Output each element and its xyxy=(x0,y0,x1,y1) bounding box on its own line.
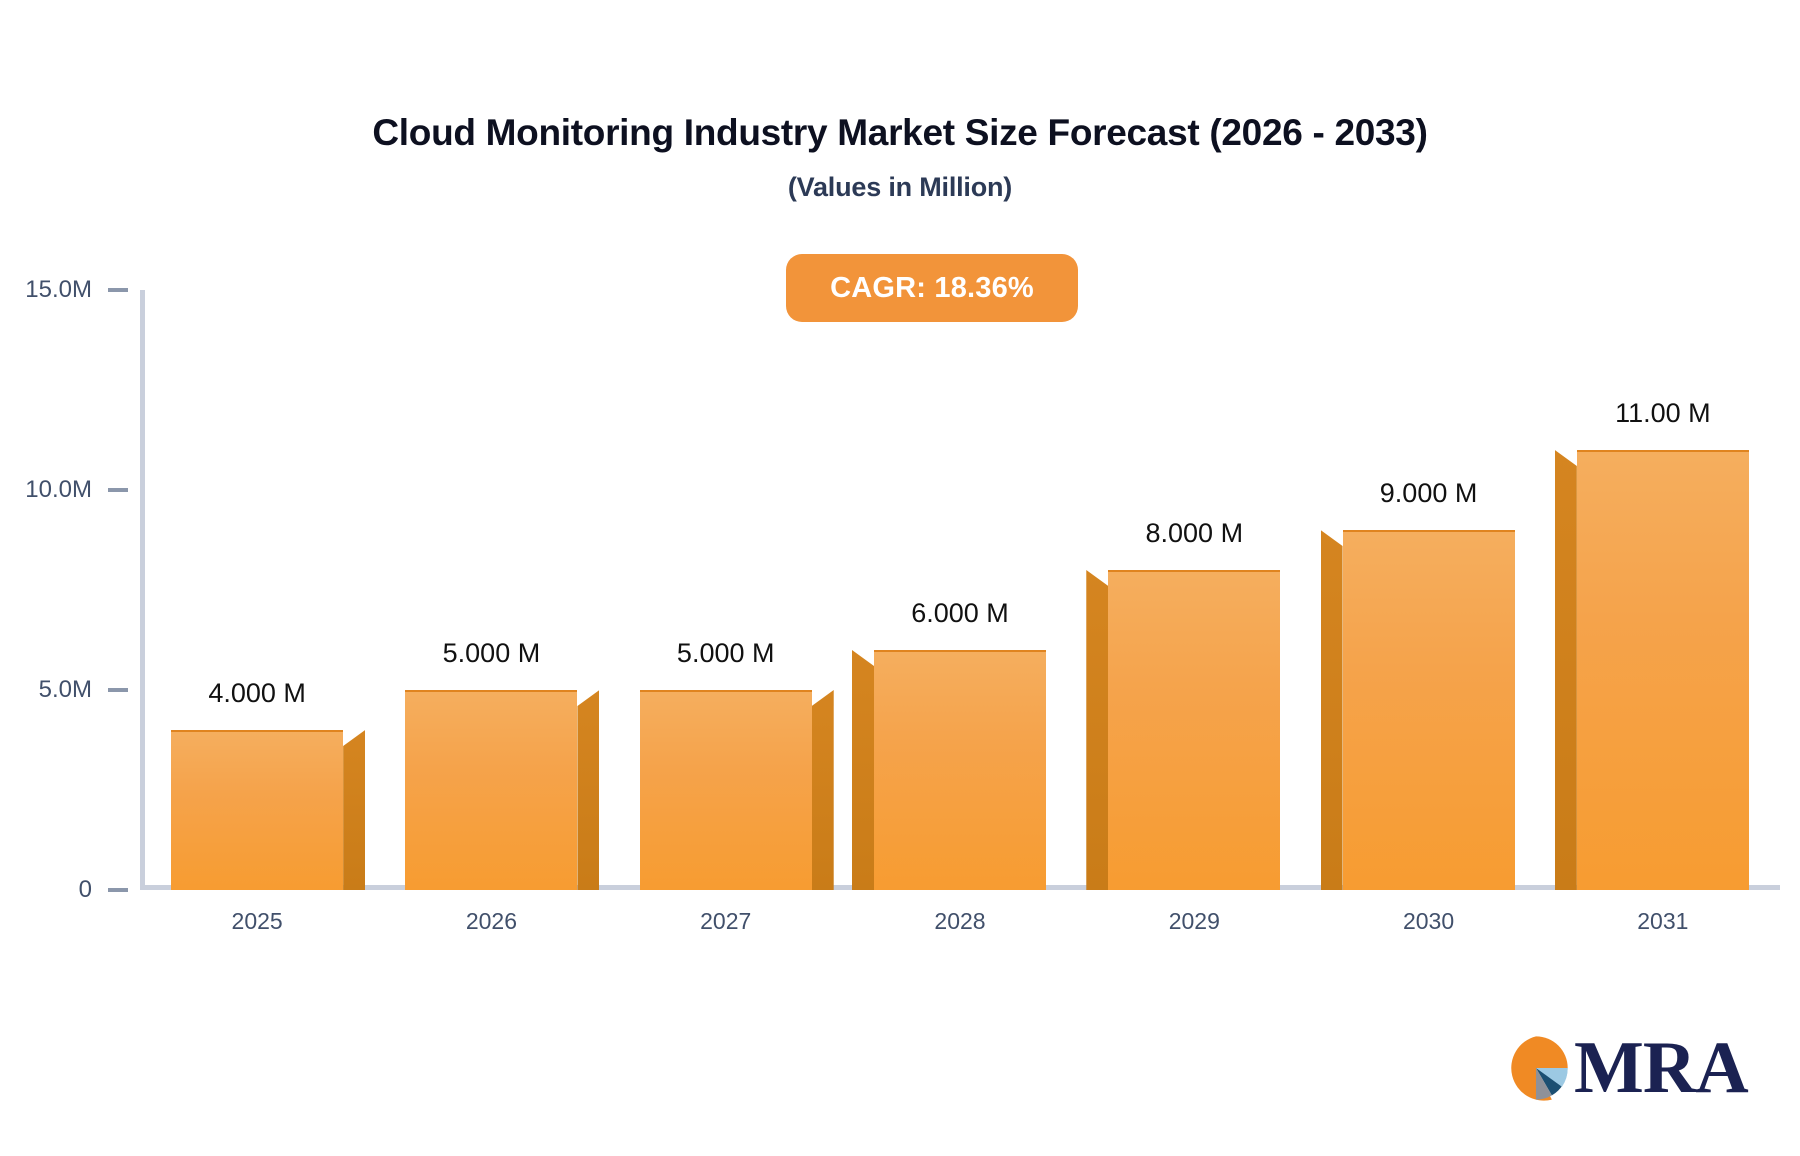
bar[interactable]: 5.000 M xyxy=(639,638,834,890)
bar-value-label: 9.000 M xyxy=(1379,478,1478,508)
bar[interactable]: 5.000 M xyxy=(405,638,600,890)
bar-side-face xyxy=(343,730,366,890)
bar-side-face xyxy=(1320,530,1343,890)
chart-subtitle: (Values in Million) xyxy=(787,172,1013,202)
bar[interactable]: 4.000 M xyxy=(171,678,366,890)
bar[interactable]: 11.00 M xyxy=(1554,398,1749,890)
y-tick-label: 10.0M xyxy=(25,476,92,503)
bar-front-face xyxy=(1576,450,1749,890)
y-tick-mark xyxy=(108,688,128,692)
y-tick-mark xyxy=(108,488,128,492)
bar-front-face xyxy=(1108,570,1281,890)
x-tick-label: 2027 xyxy=(700,908,752,934)
logo-wordmark: MRA xyxy=(1574,1026,1749,1109)
pie-chart-logo-icon xyxy=(1511,1036,1568,1101)
chart-title: Cloud Monitoring Industry Market Size Fo… xyxy=(372,112,1428,153)
bar-series: 4.000 M 5.000 M 5.000 M 6.000 M 8.000 M 9.000… xyxy=(140,290,1780,890)
bar-value-label: 5.000 M xyxy=(442,638,541,668)
y-tick-label: 5.0M xyxy=(38,676,92,703)
y-tick-label: 0 xyxy=(78,876,92,903)
bar-value-label: 4.000 M xyxy=(208,678,306,708)
bar[interactable]: 8.000 M xyxy=(1086,518,1281,890)
bar-side-face xyxy=(577,690,600,890)
x-tick-label: 2026 xyxy=(465,908,518,934)
x-tick-label: 2029 xyxy=(1168,908,1220,934)
y-tick-mark xyxy=(108,288,128,292)
y-tick-label: 15.0M xyxy=(25,276,92,303)
brand-logo: MRA xyxy=(1500,1026,1749,1109)
bar-side-face xyxy=(811,690,834,890)
bar-side-face xyxy=(1554,450,1577,890)
bar[interactable]: 9.000 M xyxy=(1320,478,1515,890)
x-tick-label: 2031 xyxy=(1637,908,1689,934)
bar[interactable]: 6.000 M xyxy=(852,598,1046,890)
bar-value-label: 6.000 M xyxy=(911,598,1009,628)
bar-front-face xyxy=(639,690,812,890)
bar-front-face xyxy=(1342,530,1515,890)
bar-side-face xyxy=(852,650,874,890)
bar-value-label: 8.000 M xyxy=(1145,518,1244,548)
bar-front-face xyxy=(874,650,1046,890)
cagr-badge: CAGR: 18.36% xyxy=(786,254,1078,322)
y-axis-spine xyxy=(140,290,145,890)
bar-front-face xyxy=(405,690,578,890)
bar-side-face xyxy=(1086,570,1109,890)
x-tick-label: 2030 xyxy=(1402,908,1455,934)
x-tick-label: 2025 xyxy=(231,908,283,934)
bar-front-face xyxy=(171,730,344,890)
bar-value-label: 5.000 M xyxy=(676,638,775,668)
y-tick-mark xyxy=(108,888,128,892)
bar-value-label: 11.00 M xyxy=(1615,398,1711,428)
x-tick-label: 2028 xyxy=(934,908,986,934)
